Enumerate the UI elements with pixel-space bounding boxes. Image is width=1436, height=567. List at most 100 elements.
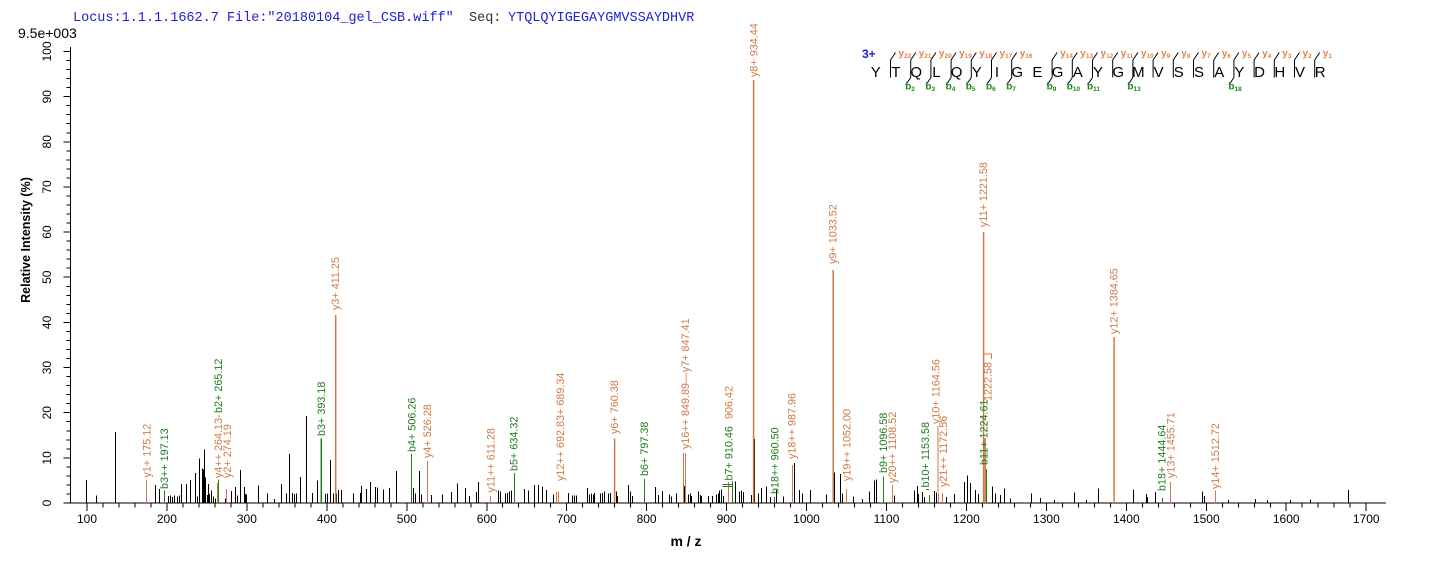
svg-text:1000: 1000 [793,512,820,526]
svg-text:b6: b6 [986,82,996,94]
svg-text:E: E [1032,64,1042,81]
svg-text:b18++ 960.50: b18++ 960.50 [769,427,781,494]
svg-text:b11+ 1224.61: b11+ 1224.61 [979,399,991,465]
svg-text:Locus:1.1.1.1662.7 File:"20180: Locus:1.1.1.1662.7 File:"20180104_gel_CS… [73,11,454,26]
svg-text:y8: y8 [1181,49,1191,61]
svg-text:700: 700 [557,512,577,526]
svg-text:b5: b5 [966,82,976,94]
svg-text:y10: y10 [1141,49,1154,61]
svg-text:100: 100 [77,512,97,526]
svg-text:y4: y4 [1262,49,1272,61]
svg-text:1700: 1700 [1353,512,1380,526]
svg-text:y3+ 411.25: y3+ 411.25 [330,257,342,310]
svg-text:y3: y3 [1282,49,1292,61]
svg-text:Y: Y [871,64,881,81]
svg-text:b13: b13 [1127,82,1141,94]
svg-text:y6: y6 [1222,49,1232,61]
svg-text:1222.58: 1222.58 [983,362,995,401]
svg-text:V: V [1295,64,1305,81]
svg-text:80: 80 [40,135,54,149]
svg-text:y10+ 1164.56: y10+ 1164.56 [931,359,943,424]
svg-text:b13+ 1444.64: b13+ 1444.64 [1157,425,1169,491]
svg-text:Q: Q [910,64,922,81]
svg-text:y12: y12 [1101,49,1114,61]
svg-text:Seq:: Seq: [469,11,501,26]
svg-text:y17: y17 [1000,49,1013,61]
svg-text:400: 400 [317,512,337,526]
svg-text:y8+ 934.44: y8+ 934.44 [748,23,760,77]
svg-text:b2: b2 [905,82,915,94]
svg-text:b2+ 265.12: b2+ 265.12 [213,359,225,413]
svg-text:y18: y18 [979,49,992,61]
svg-text:1600: 1600 [1273,512,1300,526]
svg-text:9.5e+003: 9.5e+003 [18,25,77,41]
svg-text:y11++ 611.28: y11++ 611.28 [485,428,497,492]
svg-text:b10+ 1153.58: b10+ 1153.58 [920,422,932,488]
svg-text:100: 100 [40,41,54,61]
svg-text:y7: y7 [1202,49,1212,61]
svg-text:20: 20 [40,406,54,420]
svg-text:b4: b4 [946,82,956,94]
svg-text:H: H [1274,64,1285,81]
svg-text:y1+ 175.12: y1+ 175.12 [142,424,154,478]
svg-text:G: G [1112,64,1124,81]
svg-text:y16++ 849.89—y7+ 847.41: y16++ 849.89—y7+ 847.41 [680,318,692,449]
svg-text:600: 600 [477,512,497,526]
svg-text:y11: y11 [1121,49,1134,61]
svg-text:Y: Y [1093,64,1103,81]
svg-text:y14+ 1512.72: y14+ 1512.72 [1210,423,1222,489]
svg-text:y16: y16 [1020,49,1033,61]
svg-text:S: S [1194,64,1204,81]
svg-text:y14: y14 [1060,49,1073,61]
svg-text:b9+ 1096.58: b9+ 1096.58 [878,413,890,473]
svg-text:G: G [1052,64,1064,81]
svg-text:A: A [1214,64,1224,81]
svg-text:y21++ 1172.56: y21++ 1172.56 [938,416,950,487]
svg-text:b11: b11 [1087,82,1100,94]
svg-text:b9: b9 [1047,82,1057,94]
svg-text:G: G [1011,64,1023,81]
svg-text:A: A [1073,64,1083,81]
svg-text:L: L [932,64,940,81]
svg-text:1200: 1200 [953,512,980,526]
svg-text:b3+ 393.18: b3+ 393.18 [316,382,328,436]
svg-text:S: S [1174,64,1184,81]
svg-text:y2: y2 [1303,49,1313,61]
svg-text:m / z: m / z [670,533,701,549]
svg-text:V: V [1154,64,1164,81]
svg-text:y21: y21 [919,49,932,61]
svg-text:I: I [995,64,999,81]
svg-text:b4+ 506.26: b4+ 506.26 [406,398,418,452]
svg-text:Relative Intensity (%): Relative Intensity (%) [19,177,33,303]
svg-text:3+: 3+ [862,47,876,61]
svg-text:10: 10 [40,451,54,465]
svg-text:y20++ 1108.52: y20++ 1108.52 [887,412,899,483]
svg-text:y6+ 760.38: y6+ 760.38 [609,380,621,434]
svg-text:1500: 1500 [1193,512,1220,526]
svg-text:y11+ 1221.58: y11+ 1221.58 [978,162,990,227]
svg-text:50: 50 [40,270,54,284]
svg-text:M: M [1132,64,1145,81]
svg-text:y9+ 1033.52: y9+ 1033.52 [828,204,840,264]
svg-text:y19++ 1052.00: y19++ 1052.00 [841,409,853,481]
svg-text:0: 0 [40,499,54,506]
svg-text:800: 800 [637,512,657,526]
svg-text:b10: b10 [1067,82,1081,94]
svg-text:b3: b3 [925,82,935,94]
svg-text:y4+ 526.28: y4+ 526.28 [422,404,434,458]
svg-text:b7+ 910.46: b7+ 910.46 [724,426,736,480]
svg-text:b5+ 634.32: b5+ 634.32 [509,417,521,471]
svg-text:y13: y13 [1080,49,1093,61]
svg-text:y13+ 1455.71: y13+ 1455.71 [1165,412,1177,478]
svg-text:b18: b18 [1228,82,1242,94]
svg-text:y1: y1 [1323,49,1333,61]
svg-text:Y: Y [1234,64,1244,81]
svg-text:y19: y19 [959,49,972,61]
svg-text:y5: y5 [1242,49,1252,61]
svg-text:y18++ 987.96: y18++ 987.96 [787,393,799,459]
svg-text:1100: 1100 [874,512,900,526]
svg-text:y12+ 1384.65: y12+ 1384.65 [1109,268,1121,334]
svg-text:40: 40 [40,315,54,329]
svg-text:70: 70 [40,180,54,194]
svg-text:300: 300 [237,512,257,526]
